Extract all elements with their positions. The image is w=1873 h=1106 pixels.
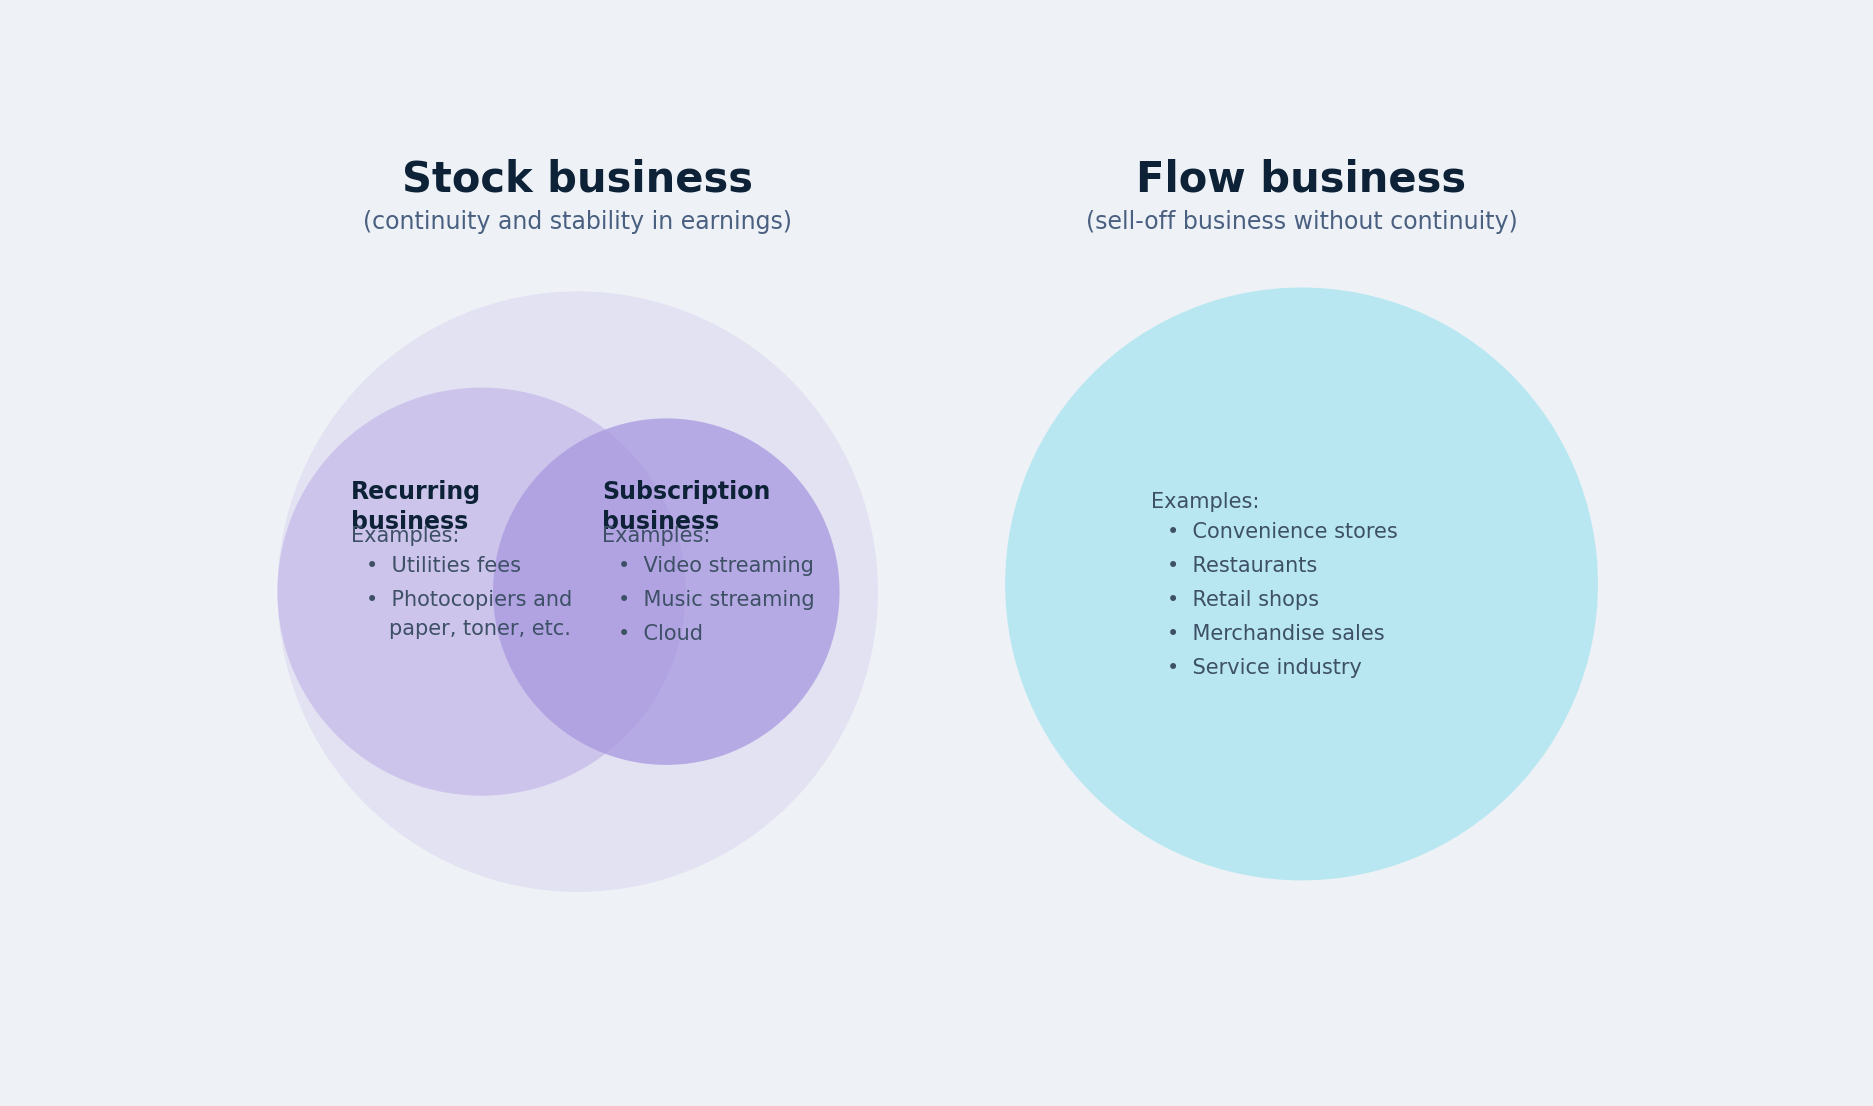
Text: Subscription
business: Subscription business — [601, 480, 770, 534]
Text: Stock business: Stock business — [403, 158, 753, 200]
Text: •  Convenience stores: • Convenience stores — [1167, 522, 1397, 542]
Text: •  Utilities fees: • Utilities fees — [365, 556, 521, 576]
Text: •  Merchandise sales: • Merchandise sales — [1167, 624, 1384, 644]
Text: Flow business: Flow business — [1135, 158, 1467, 200]
Text: Examples:: Examples: — [1150, 491, 1259, 512]
Text: (sell-off business without continuity): (sell-off business without continuity) — [1084, 210, 1517, 234]
Text: paper, toner, etc.: paper, toner, etc. — [390, 619, 571, 639]
Circle shape — [1004, 288, 1598, 880]
Text: •  Restaurants: • Restaurants — [1167, 556, 1317, 576]
Text: Examples:: Examples: — [601, 526, 710, 546]
Text: •  Photocopiers and: • Photocopiers and — [365, 591, 571, 611]
Text: •  Cloud: • Cloud — [618, 624, 702, 644]
Circle shape — [277, 291, 878, 891]
Text: •  Music streaming: • Music streaming — [618, 591, 815, 611]
Text: •  Service industry: • Service industry — [1167, 658, 1362, 678]
Text: •  Retail shops: • Retail shops — [1167, 591, 1319, 611]
Circle shape — [277, 387, 686, 795]
Circle shape — [493, 418, 839, 765]
Text: (continuity and stability in earnings): (continuity and stability in earnings) — [363, 210, 792, 234]
Text: Recurring
business: Recurring business — [350, 480, 481, 534]
Text: Examples:: Examples: — [350, 526, 459, 546]
Text: •  Video streaming: • Video streaming — [618, 556, 813, 576]
